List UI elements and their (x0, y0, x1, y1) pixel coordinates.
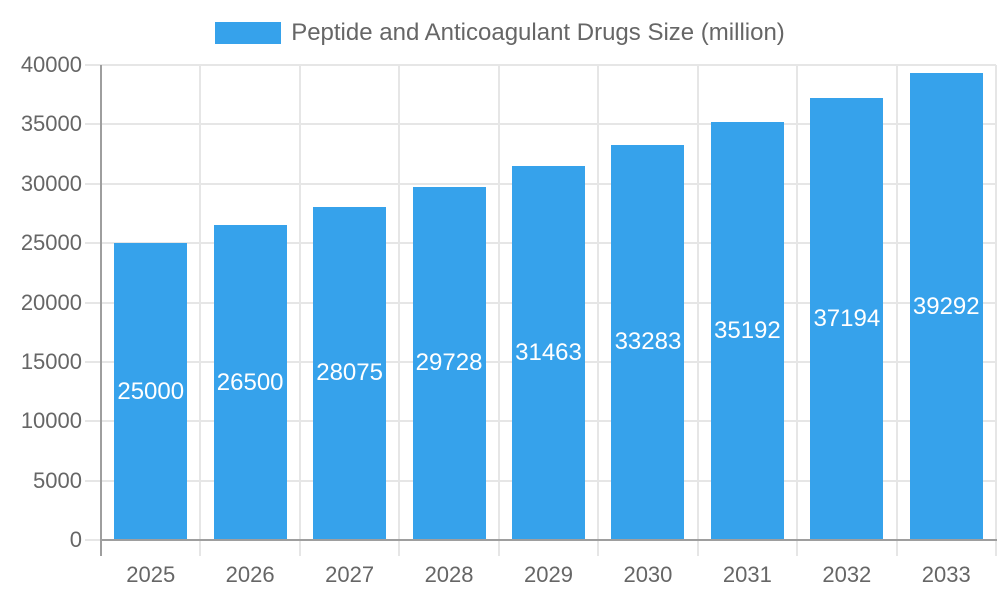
y-tick-label: 30000 (20, 170, 82, 196)
y-tick-label: 20000 (20, 289, 82, 315)
y-tick-label: 5000 (33, 467, 82, 493)
x-tick-label: 2028 (424, 562, 474, 587)
x-axis-tick (398, 540, 401, 556)
x-axis-tick (895, 540, 898, 556)
y-tick-label: 0 (69, 527, 82, 552)
x-gridline (398, 65, 401, 540)
x-gridline (199, 65, 202, 540)
bar (710, 122, 784, 540)
bar (114, 243, 188, 540)
bar (512, 166, 585, 540)
x-tick-label: 2025 (126, 562, 176, 587)
x-gridline (497, 65, 500, 540)
x-axis-tick (497, 540, 500, 556)
y-axis-tick (85, 301, 101, 304)
bar (213, 225, 287, 540)
y-tick-label: 40000 (20, 52, 82, 77)
x-gridline (895, 65, 898, 540)
x-gridline (696, 65, 699, 540)
legend[interactable]: Peptide and Anticoagulant Drugs Size (mi… (0, 19, 1000, 46)
legend-label: Peptide and Anticoagulant Drugs Size (mi… (291, 19, 785, 46)
bar-value-label: 29728 (415, 349, 483, 377)
bar-value-label: 31463 (515, 339, 582, 367)
y-axis-tick (85, 420, 101, 423)
bar-value-label: 25000 (117, 377, 185, 405)
x-axis-tick (597, 540, 600, 556)
y-tick-label: 25000 (20, 230, 82, 256)
bar-value-label: 39292 (912, 292, 980, 320)
bar (611, 144, 685, 540)
x-gridline (995, 65, 997, 540)
x-axis-tick (199, 540, 202, 556)
x-axis-tick (796, 540, 799, 556)
x-tick-label: 2030 (623, 562, 673, 587)
x-tick-label: 2029 (524, 562, 573, 587)
bar (412, 186, 486, 540)
x-axis-tick (995, 540, 997, 556)
y-axis-tick (85, 64, 101, 66)
x-tick-label: 2026 (225, 562, 275, 587)
x-tick-label: 2032 (822, 562, 872, 587)
bar-value-label: 28075 (316, 359, 383, 387)
x-axis-tick (298, 540, 301, 556)
legend-swatch (215, 22, 282, 44)
bar-value-label: 26500 (216, 368, 284, 396)
bar-value-label: 37194 (813, 305, 881, 333)
bar-value-label: 35192 (714, 317, 781, 345)
x-axis-tick (696, 540, 699, 556)
y-tick-label: 15000 (20, 348, 82, 374)
y-gridline (101, 123, 996, 126)
y-axis-line (100, 65, 102, 556)
x-tick-label: 2031 (722, 562, 772, 587)
y-axis-tick (85, 242, 101, 245)
bar (313, 206, 387, 540)
x-gridline (796, 65, 799, 540)
y-axis-tick (85, 182, 101, 185)
y-tick-label: 35000 (20, 111, 82, 137)
bar (810, 98, 884, 540)
bar-value-label: 33283 (614, 328, 682, 356)
x-gridline (597, 65, 600, 540)
y-axis-tick (85, 479, 101, 482)
bar (909, 73, 983, 540)
x-tick-label: 2033 (921, 562, 971, 587)
x-gridline (298, 65, 301, 540)
x-axis-line (100, 539, 997, 541)
y-tick-label: 10000 (20, 408, 82, 434)
y-axis-tick (85, 360, 101, 363)
y-gridline (101, 64, 996, 66)
x-tick-label: 2027 (325, 562, 375, 587)
y-axis-tick (85, 539, 101, 541)
y-axis-tick (85, 123, 101, 126)
